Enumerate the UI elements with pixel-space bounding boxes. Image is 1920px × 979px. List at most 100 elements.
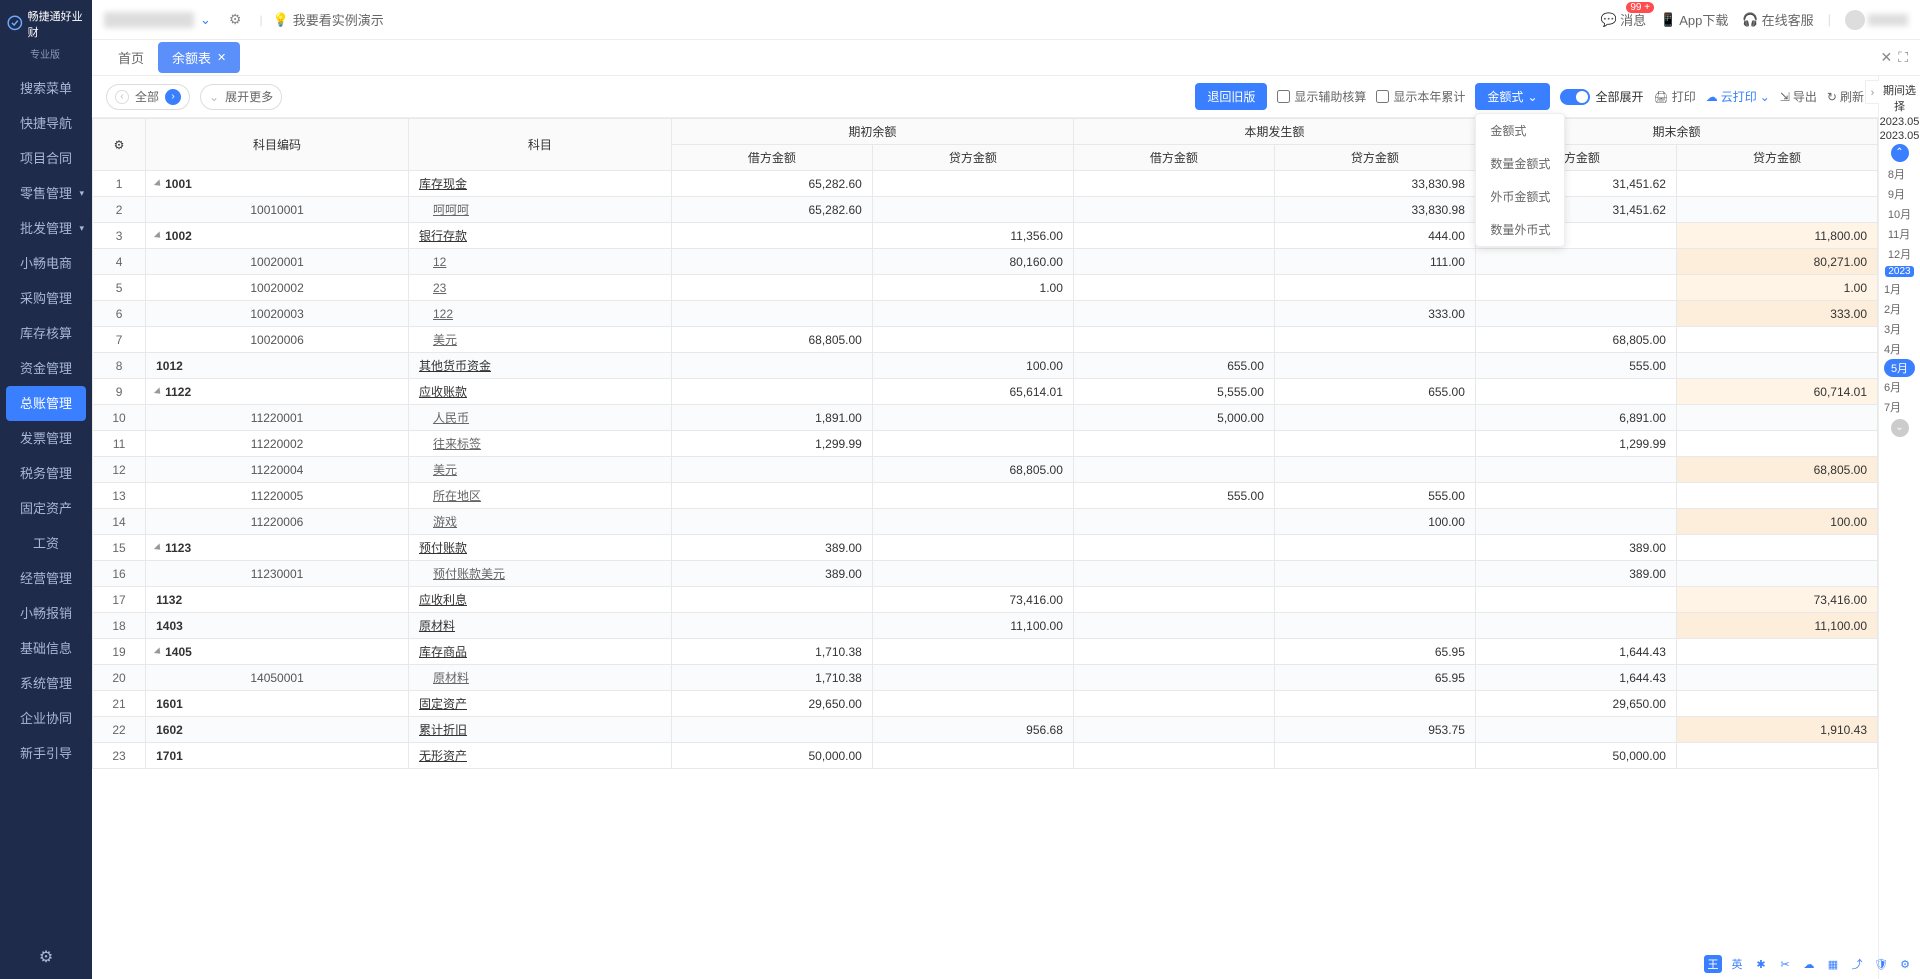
account-link[interactable]: 美元 <box>419 333 457 347</box>
table-scroll[interactable]: ⚙ 科目编码 科目 期初余额 本期发生额 期末余额 借方金额 贷方金额 借方金额… <box>92 118 1878 979</box>
sidebar-item[interactable]: 批发管理▾ <box>0 211 92 246</box>
table-row[interactable]: 1411220006游戏100.00100.00 <box>93 509 1878 535</box>
expand-icon[interactable] <box>154 231 163 240</box>
account-link[interactable]: 累计折旧 <box>419 723 467 737</box>
expand-icon[interactable] <box>154 647 163 656</box>
month-item[interactable]: 5月 <box>1884 359 1915 377</box>
tray-icon[interactable]: ☁ <box>1800 955 1818 973</box>
sidebar-item[interactable]: 搜索菜单 <box>0 71 92 106</box>
table-row[interactable]: 171132应收利息73,416.0073,416.00 <box>93 587 1878 613</box>
account-link[interactable]: 预付账款 <box>419 541 467 555</box>
table-row[interactable]: 11001库存现金65,282.6033,830.9831,451.62 <box>93 171 1878 197</box>
account-link[interactable]: 预付账款美元 <box>419 567 505 581</box>
tray-icon[interactable]: ✂ <box>1776 955 1794 973</box>
chk-year[interactable]: 显示本年累计 <box>1376 88 1465 105</box>
tray-icon[interactable]: ⤴ <box>1848 955 1866 973</box>
tray-icon[interactable]: ✱ <box>1752 955 1770 973</box>
account-link[interactable]: 固定资产 <box>419 697 467 711</box>
sidebar-item[interactable]: 基础信息 <box>0 631 92 666</box>
close-icon[interactable]: ✕ <box>217 51 226 64</box>
account-link[interactable]: 库存现金 <box>419 177 467 191</box>
table-row[interactable]: 91122应收账款65,614.015,555.00655.0060,714.0… <box>93 379 1878 405</box>
sidebar-item[interactable]: 库存核算 <box>0 316 92 351</box>
table-row[interactable]: 1211220004美元68,805.0068,805.00 <box>93 457 1878 483</box>
sidebar-item[interactable]: 资金管理 <box>0 351 92 386</box>
gear-icon[interactable]: ⚙ <box>39 947 53 967</box>
month-item[interactable]: 9月 <box>1888 184 1911 204</box>
arrow-left-icon[interactable]: ‹ <box>115 90 129 104</box>
account-link[interactable]: 库存商品 <box>419 645 467 659</box>
service-link[interactable]: 🎧 在线客服 <box>1742 10 1813 29</box>
rail-up-icon[interactable]: ⌃ <box>1891 144 1909 162</box>
sidebar-item[interactable]: 固定资产 <box>0 491 92 526</box>
tab-home[interactable]: 首页 <box>104 42 158 73</box>
arrow-right-icon[interactable]: › <box>165 89 181 105</box>
amount-mode-button[interactable]: 金额式 ⌄ 金额式数量金额式外币金额式数量外币式 <box>1475 83 1549 110</box>
account-link[interactable]: 银行存款 <box>419 229 467 243</box>
company-selector[interactable]: ⌄ <box>104 12 211 28</box>
table-row[interactable]: 211601固定资产29,650.0029,650.00 <box>93 691 1878 717</box>
sidebar-item[interactable]: 采购管理 <box>0 281 92 316</box>
month-item[interactable]: 12月 <box>1888 244 1911 264</box>
table-row[interactable]: 221602累计折旧956.68953.751,910.43 <box>93 717 1878 743</box>
cloud-print-link[interactable]: ☁云打印⌄ <box>1706 88 1770 105</box>
chk-aux-input[interactable] <box>1277 90 1290 103</box>
account-link[interactable]: 其他货币资金 <box>419 359 491 373</box>
dropdown-item[interactable]: 数量外币式 <box>1476 213 1564 246</box>
table-row[interactable]: 1111220002往来标签1,299.991,299.99 <box>93 431 1878 457</box>
sidebar-item[interactable]: 经营管理 <box>0 561 92 596</box>
account-link[interactable]: 美元 <box>419 463 457 477</box>
account-link[interactable]: 原材料 <box>419 671 469 685</box>
sidebar-item[interactable]: 税务管理 <box>0 456 92 491</box>
rail-collapse-handle[interactable]: › <box>1865 80 1879 104</box>
sidebar-item[interactable]: 总账管理 <box>6 386 86 421</box>
expand-icon[interactable] <box>154 387 163 396</box>
expand-icon[interactable] <box>154 543 163 552</box>
expand-all-toggle[interactable]: 全部展开 <box>1560 88 1644 105</box>
account-link[interactable]: 12 <box>419 255 446 269</box>
dropdown-item[interactable]: 外币金额式 <box>1476 180 1564 213</box>
sidebar-item[interactable]: 小畅报销 <box>0 596 92 631</box>
account-link[interactable]: 人民币 <box>419 411 469 425</box>
account-link[interactable]: 原材料 <box>419 619 455 633</box>
sidebar-item[interactable]: 企业协同 <box>0 701 92 736</box>
account-link[interactable]: 应收利息 <box>419 593 467 607</box>
table-row[interactable]: 510020002231.001.00 <box>93 275 1878 301</box>
table-row[interactable]: 1611230001预付账款美元389.00389.00 <box>93 561 1878 587</box>
tab-balance[interactable]: 余额表 ✕ <box>158 42 240 73</box>
account-link[interactable]: 呵呵呵 <box>419 203 469 217</box>
sidebar-item[interactable]: 发票管理 <box>0 421 92 456</box>
table-row[interactable]: 1011220001人民币1,891.005,000.006,891.00 <box>93 405 1878 431</box>
sidebar-item[interactable]: 小畅电商 <box>0 246 92 281</box>
tray-icon[interactable]: 王 <box>1704 955 1722 973</box>
col-gear[interactable]: ⚙ <box>93 119 146 171</box>
expand-icon[interactable] <box>154 179 163 188</box>
sidebar-item[interactable]: 项目合同 <box>0 141 92 176</box>
account-link[interactable]: 所在地区 <box>419 489 481 503</box>
table-row[interactable]: 610020003122333.00333.00 <box>93 301 1878 327</box>
sidebar-item[interactable]: 快捷导航 <box>0 106 92 141</box>
tray-icon[interactable]: 🛡 <box>1872 955 1890 973</box>
table-row[interactable]: 4100200011280,160.00111.0080,271.00 <box>93 249 1878 275</box>
chk-aux[interactable]: 显示辅助核算 <box>1277 88 1366 105</box>
table-row[interactable]: 210010001呵呵呵65,282.6033,830.9831,451.62 <box>93 197 1878 223</box>
month-item[interactable]: 2月 <box>1884 299 1915 319</box>
rail-from[interactable]: 2023.05 <box>1880 116 1920 128</box>
table-row[interactable]: 231701无形资产50,000.0050,000.00 <box>93 743 1878 769</box>
month-item[interactable]: 11月 <box>1888 224 1911 244</box>
month-item[interactable]: 6月 <box>1884 377 1915 397</box>
user-menu[interactable] <box>1845 10 1908 30</box>
dropdown-item[interactable]: 金额式 <box>1476 114 1564 147</box>
account-link[interactable]: 无形资产 <box>419 749 467 763</box>
fullscreen-icon[interactable]: ⛶ <box>1898 49 1908 66</box>
table-row[interactable]: 1311220005所在地区555.00555.00 <box>93 483 1878 509</box>
table-row[interactable]: 81012其他货币资金100.00655.00555.00 <box>93 353 1878 379</box>
table-row[interactable]: 181403原材料11,100.0011,100.00 <box>93 613 1878 639</box>
account-link[interactable]: 23 <box>419 281 446 295</box>
month-item[interactable]: 3月 <box>1884 319 1915 339</box>
rail-down-icon[interactable]: ⌄ <box>1891 419 1909 437</box>
message-link[interactable]: 💬 消息 99 + <box>1601 10 1646 29</box>
sidebar-item[interactable]: 工资 <box>0 526 92 561</box>
table-row[interactable]: 2014050001原材料1,710.3865.951,644.43 <box>93 665 1878 691</box>
back-old-button[interactable]: 退回旧版 <box>1195 83 1267 110</box>
